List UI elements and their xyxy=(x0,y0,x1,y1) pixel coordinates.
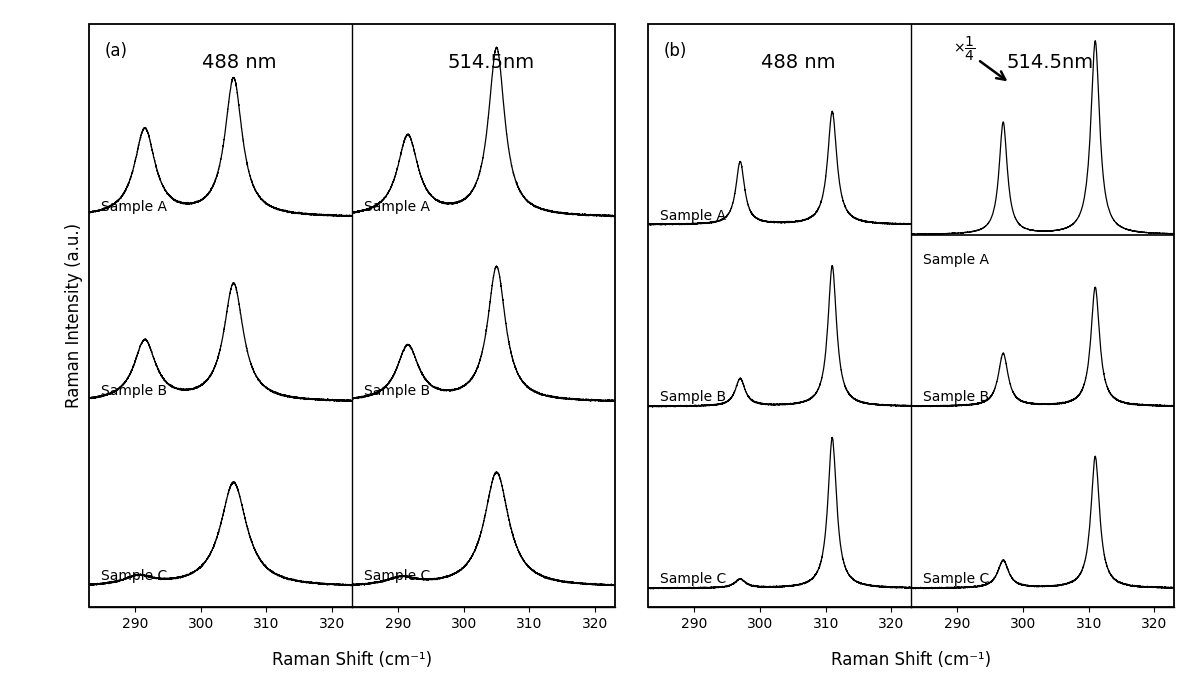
Text: Sample B: Sample B xyxy=(659,390,726,405)
Text: Sample B: Sample B xyxy=(364,384,429,399)
Text: 488 nm: 488 nm xyxy=(202,54,276,72)
Text: Sample B: Sample B xyxy=(101,384,167,399)
Text: (b): (b) xyxy=(664,42,688,60)
Text: (a): (a) xyxy=(104,42,128,60)
Text: Sample A: Sample A xyxy=(364,200,429,213)
Text: $\times\dfrac{1}{4}$: $\times\dfrac{1}{4}$ xyxy=(952,35,1006,80)
Y-axis label: Raman Intensity (a.u.): Raman Intensity (a.u.) xyxy=(65,223,83,408)
Text: Sample C: Sample C xyxy=(923,572,989,587)
Text: Raman Shift (cm⁻¹): Raman Shift (cm⁻¹) xyxy=(831,651,991,669)
Text: Sample A: Sample A xyxy=(101,200,167,213)
Text: Sample C: Sample C xyxy=(364,569,431,583)
Text: Sample A: Sample A xyxy=(923,252,989,267)
Text: Sample C: Sample C xyxy=(101,569,167,583)
Text: 488 nm: 488 nm xyxy=(760,54,835,72)
Text: Sample C: Sample C xyxy=(659,572,726,587)
Text: Raman Shift (cm⁻¹): Raman Shift (cm⁻¹) xyxy=(272,651,432,669)
Text: 514.5nm: 514.5nm xyxy=(448,54,535,72)
Text: 514.5nm: 514.5nm xyxy=(1007,54,1095,72)
Text: Sample A: Sample A xyxy=(659,209,726,223)
Text: Sample B: Sample B xyxy=(923,390,989,405)
